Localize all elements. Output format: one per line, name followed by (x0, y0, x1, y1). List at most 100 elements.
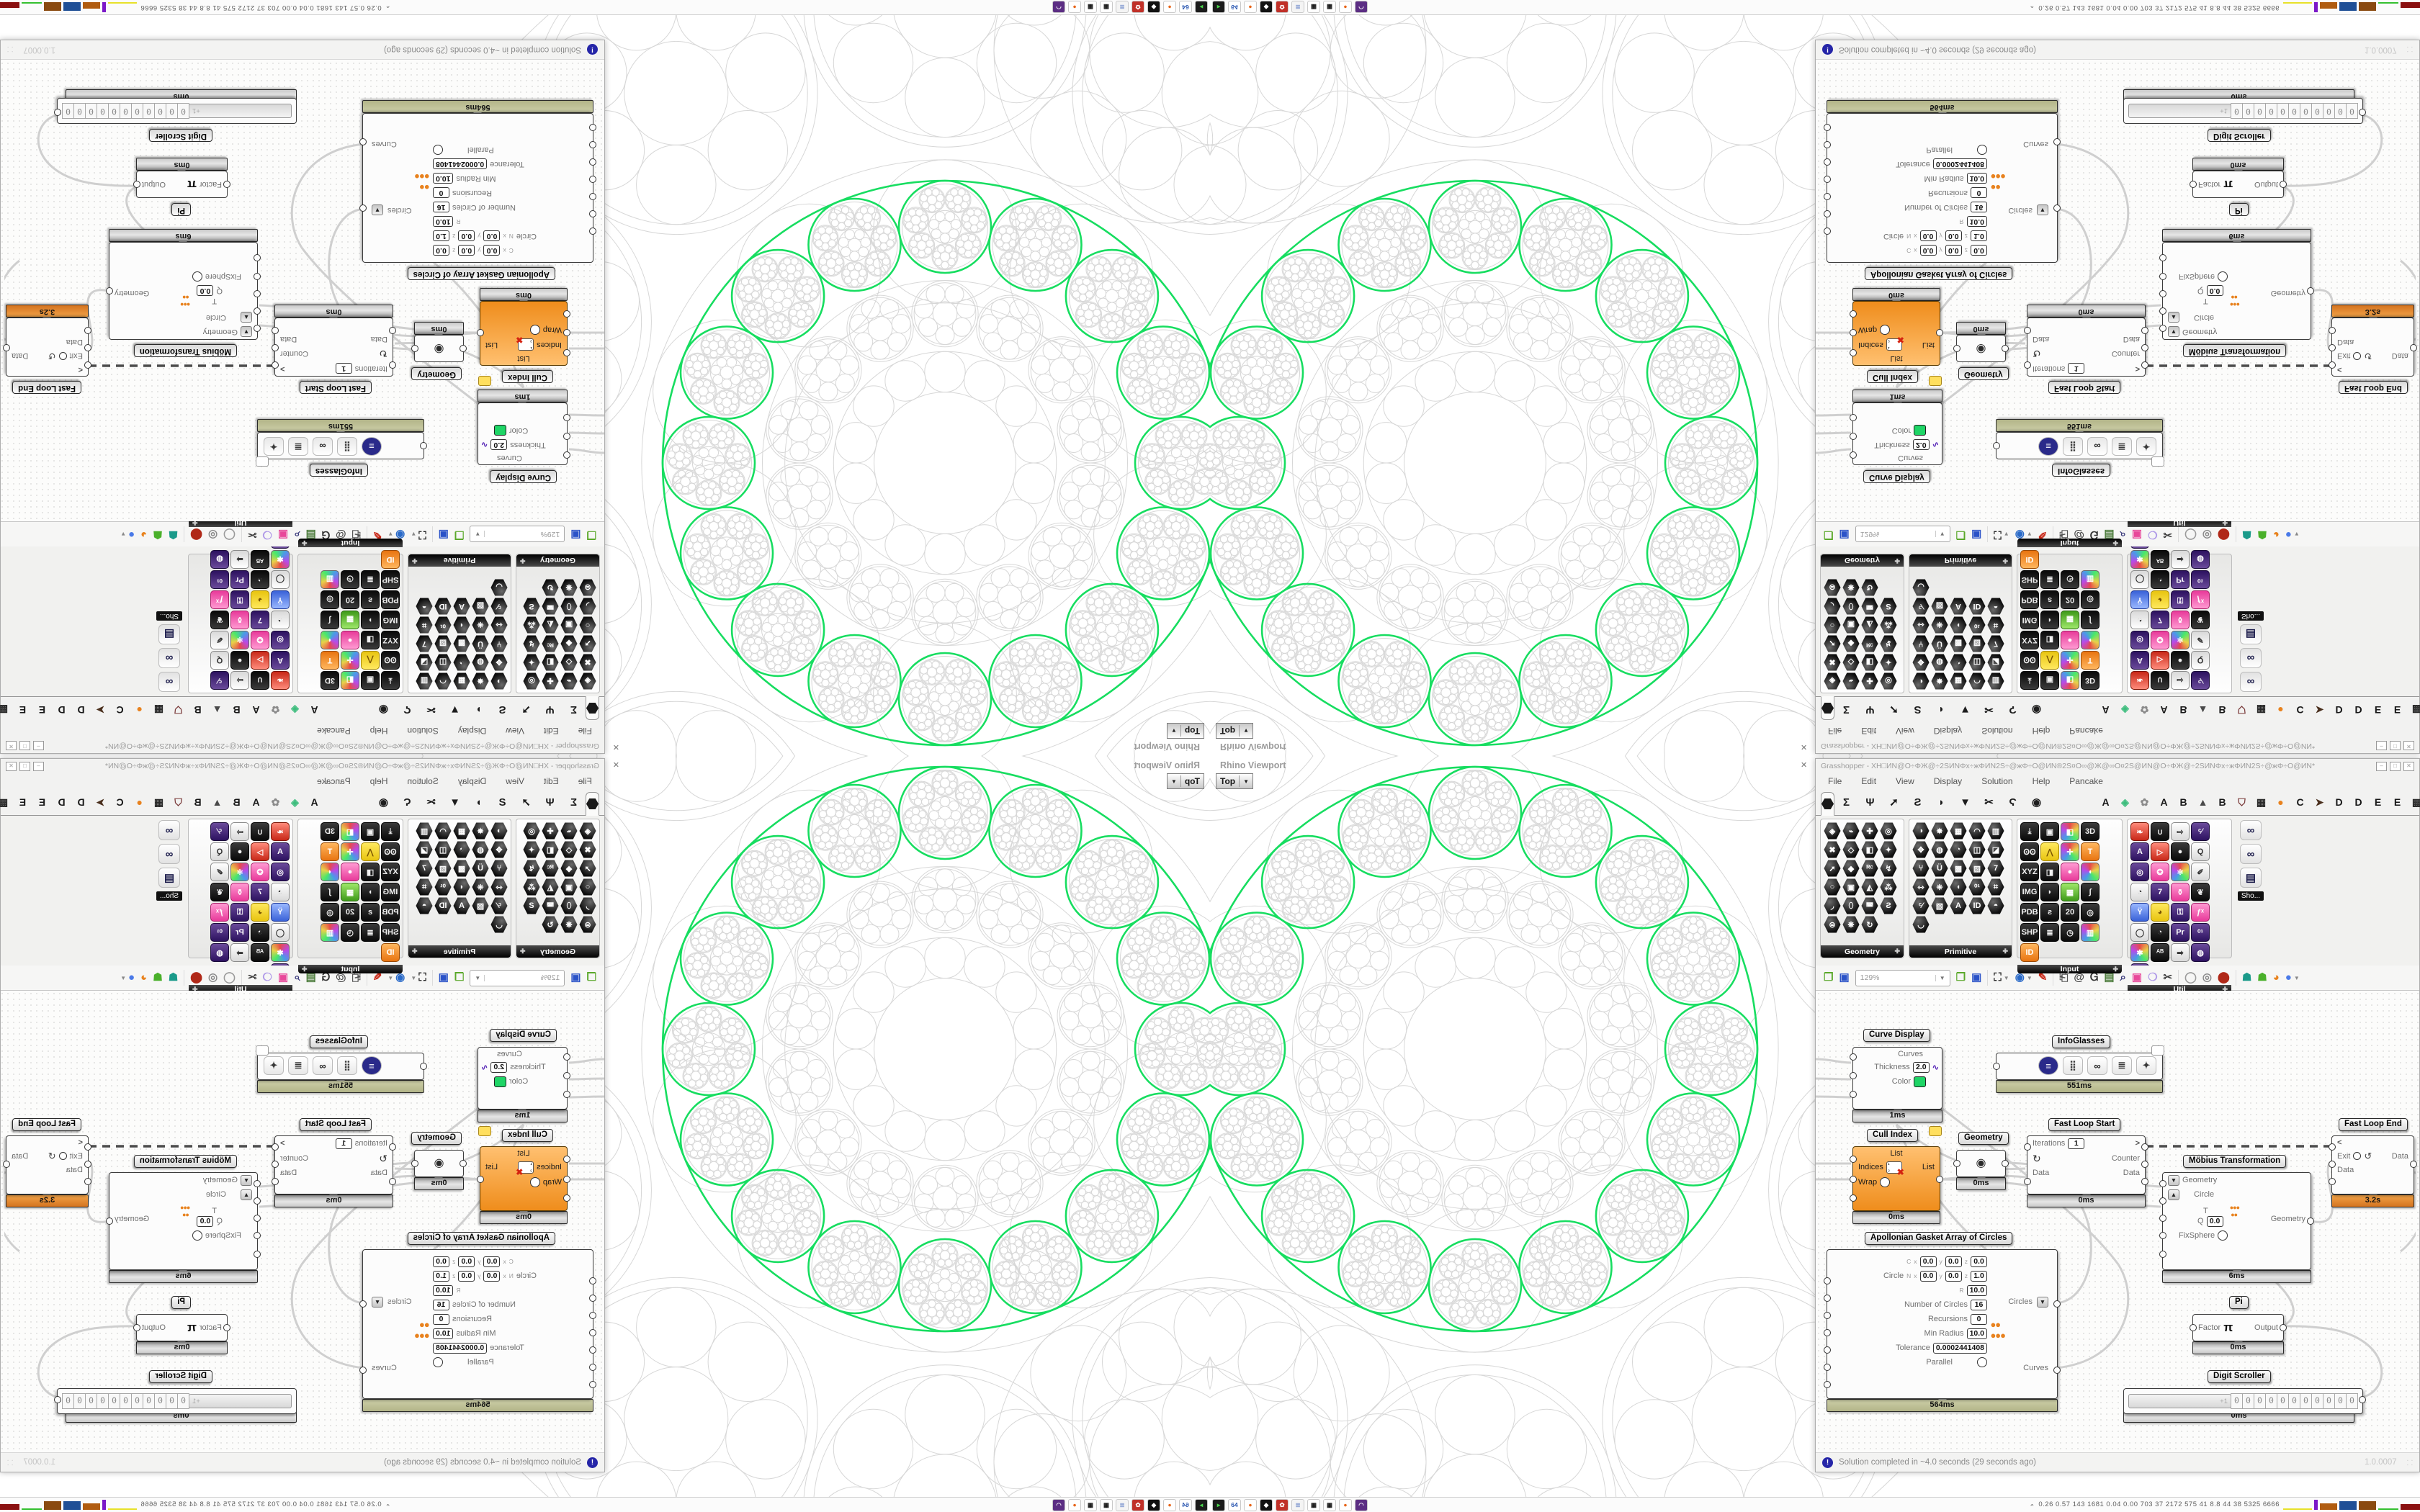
wrap-toggle[interactable] (529, 325, 540, 336)
digit-cell[interactable]: 0 (2323, 103, 2335, 119)
component-icon[interactable]: ↯ (1880, 635, 1897, 652)
digit-cell[interactable]: 0 (2311, 103, 2323, 119)
component-icon[interactable]: ◆ (1842, 635, 1860, 652)
plugin-tab[interactable]: ● (2277, 796, 2284, 808)
open-file-icon[interactable]: ❐ (1955, 971, 1966, 984)
component-icon[interactable]: ✸ (1931, 672, 1948, 690)
tab-icon[interactable]: ➚ (1889, 796, 1899, 809)
plugin-tab[interactable]: A (252, 704, 260, 716)
firefox-icon[interactable]: ● (1244, 1498, 1257, 1511)
component-icon[interactable]: T (321, 842, 339, 861)
digit-cell[interactable]: 0 (2323, 1393, 2335, 1409)
plugin-tab[interactable]: ⛉ (2238, 704, 2246, 716)
tab-icon[interactable]: Ϛ (2009, 703, 2017, 716)
component-icon[interactable]: ◪ (416, 841, 433, 858)
component-icon[interactable]: ≣ (361, 923, 380, 942)
panel-close-icon[interactable]: ✕ (612, 742, 619, 751)
component-icon[interactable]: ◷ (341, 923, 359, 942)
digit-cell[interactable]: 0 (120, 103, 132, 119)
component-icon[interactable]: ▥ (416, 672, 433, 690)
component-icon[interactable]: ᴬᴮ (251, 550, 269, 569)
dark-app-icon[interactable]: ◆ (1260, 1, 1273, 14)
show-icon[interactable]: ▤ (158, 868, 180, 888)
component-icon[interactable]: ◞ (1824, 897, 1841, 914)
value-box[interactable]: 0.0 (483, 230, 501, 242)
goggles-info-icon[interactable]: ∞ (313, 437, 333, 456)
component-icon[interactable]: ◓ (416, 897, 433, 914)
panel-footer[interactable]: Input ✚ (298, 539, 403, 547)
component-icon[interactable]: Q (210, 842, 229, 861)
component-icon[interactable]: ✥ (490, 841, 508, 858)
tab-icon[interactable]: ◗ (475, 796, 483, 809)
save-file-icon[interactable]: ▣ (1971, 528, 1982, 541)
component-icon[interactable]: ◧ (1861, 654, 1878, 671)
preview-wire-icon[interactable]: ◎ (2202, 528, 2213, 541)
color-swatch[interactable] (494, 1076, 506, 1087)
archive-icon[interactable]: ≣ (288, 1056, 308, 1075)
ball-blue-icon[interactable]: ● (2285, 528, 2292, 541)
component-icon[interactable]: ✐ (2191, 863, 2210, 881)
component-tag-apollonian[interactable]: Apollonian Gasket Array of Circles (1865, 1232, 2013, 1245)
component-icon[interactable]: ▣ (361, 822, 380, 841)
qr-app-icon[interactable]: ▦ (1307, 1, 1320, 14)
component-tag-fast-loop-start[interactable]: Fast Loop Start (2048, 1118, 2121, 1131)
menu-pancake[interactable]: Pancake (317, 726, 351, 736)
menu-view[interactable]: View (506, 726, 524, 736)
component-icon[interactable]: ◗ (361, 883, 380, 901)
component-icon[interactable]: ◍ (472, 654, 489, 671)
plugin-tab[interactable]: A (310, 796, 318, 808)
component-icon[interactable]: ◆ (560, 860, 578, 877)
tab-icon[interactable]: ▼ (1960, 703, 1971, 716)
firefox-icon[interactable]: ● (1163, 1498, 1176, 1511)
component-icon[interactable]: ◍ (210, 550, 229, 569)
plugin-tab[interactable]: D (2335, 796, 2343, 808)
plugin-tab[interactable]: ▲ (2197, 704, 2208, 716)
save-file-icon[interactable]: ▣ (438, 528, 449, 541)
plugin-tab[interactable]: ◈ (2121, 796, 2129, 808)
component-icon[interactable]: ◔ (251, 923, 269, 942)
component-icon[interactable]: ◕ (251, 590, 269, 609)
grid-icon[interactable]: ⣿ (2063, 437, 2083, 456)
component-icon[interactable]: ⑂ (1912, 860, 1930, 877)
component-icon[interactable]: ᴿᶜ (1861, 635, 1878, 652)
component-icon[interactable]: ◔ (2151, 923, 2169, 942)
plugin-tab[interactable]: D (2335, 704, 2343, 716)
exit-toggle[interactable] (2353, 352, 2362, 360)
plugin-tab[interactable]: ➤ (2315, 796, 2324, 808)
component-icon[interactable]: ◖ (321, 863, 339, 881)
component-icon[interactable]: SHP (381, 570, 400, 589)
chevron-down-icon[interactable]: ▼ (387, 974, 394, 981)
tab-icon[interactable]: ◉ (2031, 796, 2042, 809)
component-icon[interactable]: ◯ (271, 923, 290, 942)
component-icon[interactable]: ƒˣ (2191, 590, 2210, 609)
digit-cell[interactable]: 0 (2231, 1393, 2243, 1409)
panel-close-icon[interactable]: ✕ (1801, 742, 1808, 751)
component-icon[interactable]: ᴿᶜ (1861, 860, 1878, 877)
chevron-down-icon[interactable]: ▼ (120, 531, 127, 538)
arrow-down-button[interactable]: ▼ (2168, 326, 2179, 338)
sphere-lines-icon[interactable]: ≡ (362, 437, 382, 456)
digit-cell[interactable]: 0 (97, 1393, 109, 1409)
component-icon[interactable]: ✛ (341, 842, 359, 861)
component-icon[interactable]: ✐ (210, 863, 229, 881)
component-icon[interactable]: ❋ (1842, 579, 1860, 596)
component-icon[interactable]: ID (2020, 550, 2039, 569)
qr-app-icon[interactable]: ▦ (1100, 1, 1113, 14)
value-box[interactable]: 0.0 (483, 1270, 501, 1282)
component-icon[interactable]: ▣ (1842, 616, 1860, 634)
component-icon[interactable]: ◔ (2151, 570, 2169, 589)
menu-view[interactable]: View (506, 776, 524, 786)
digit-cell[interactable]: 0 (2231, 103, 2243, 119)
plugin-tab[interactable]: ⛉ (174, 704, 182, 716)
value-box[interactable]: 1.0 (433, 230, 449, 242)
curve-display-component[interactable]: Curves Thickness 2.0 ∿ Color (1850, 1047, 1942, 1110)
component-icon[interactable]: ▥ (321, 570, 339, 589)
save-file-icon[interactable]: ▣ (570, 971, 581, 984)
tab-icon[interactable]: Ϛ (403, 796, 411, 809)
arrow-up-button[interactable]: ▲ (2168, 312, 2179, 323)
plugin-tab[interactable]: B (233, 704, 241, 716)
value-box[interactable]: 0.0 (458, 1270, 475, 1282)
component-tag-apollonian[interactable]: Apollonian Gasket Array of Circles (1865, 267, 2013, 280)
